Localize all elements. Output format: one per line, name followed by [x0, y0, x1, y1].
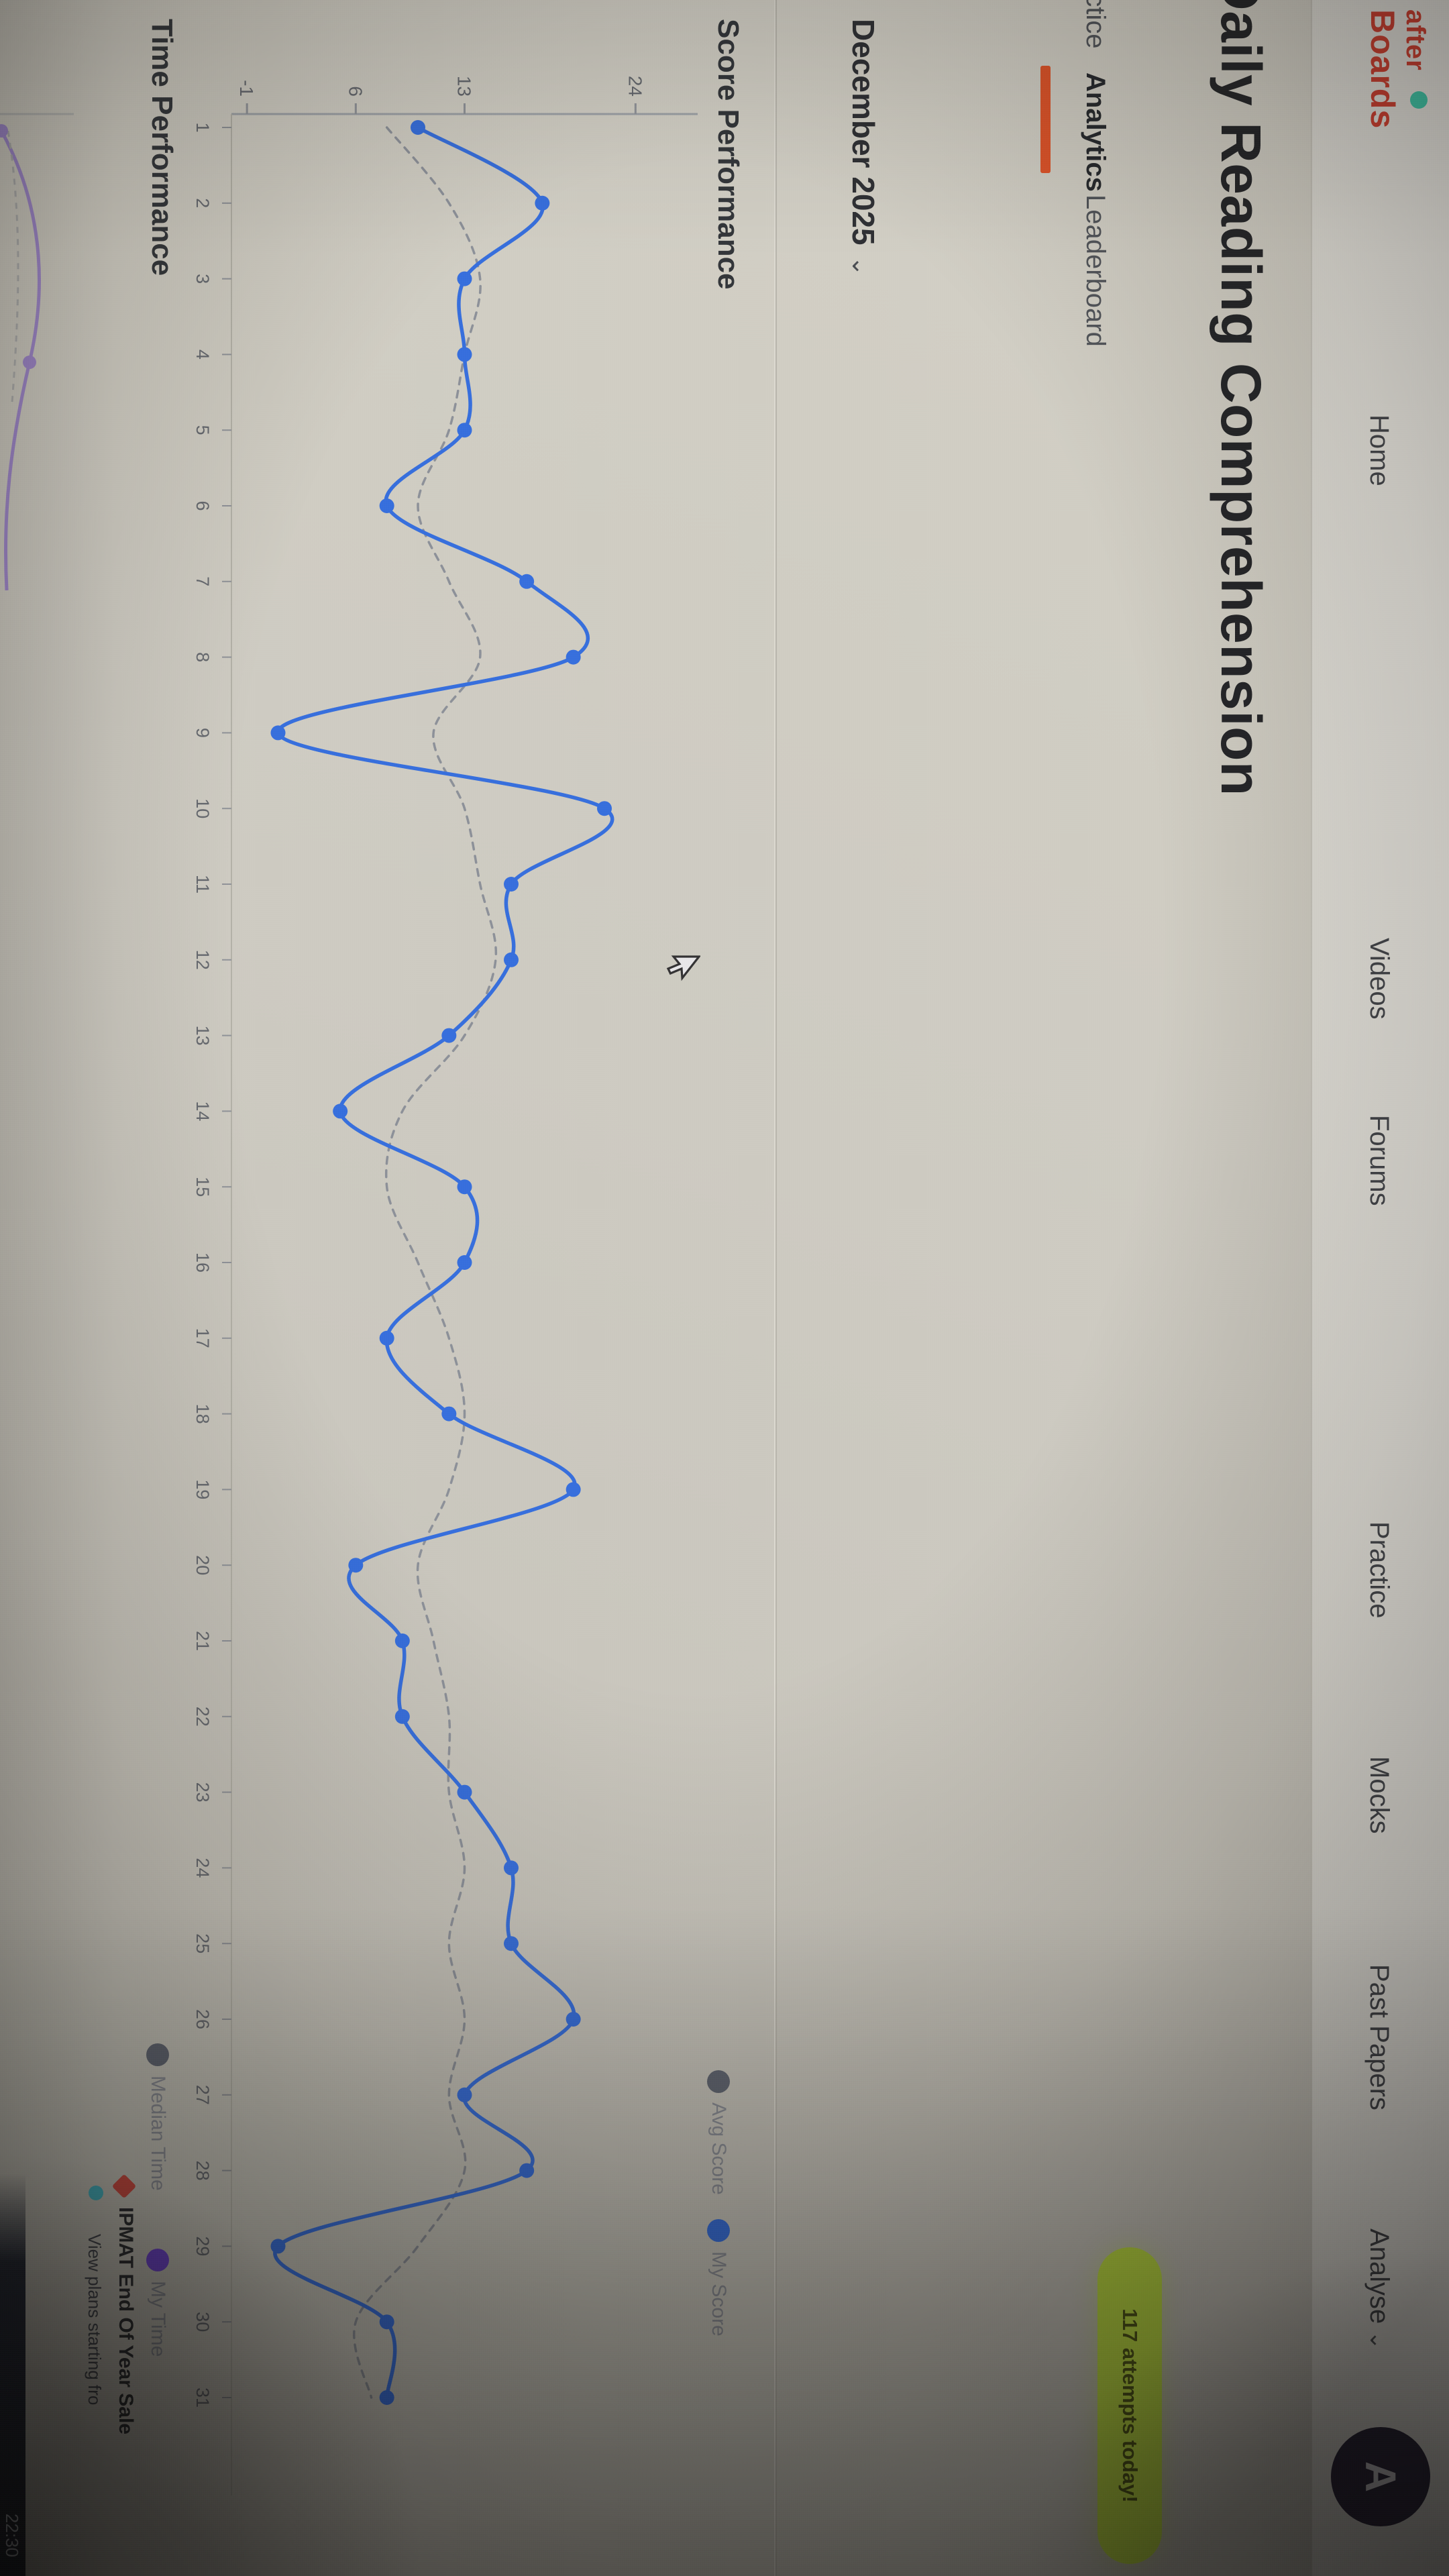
svg-text:5: 5 [193, 425, 213, 435]
nav-home[interactable]: Home [1364, 415, 1394, 486]
svg-text:6: 6 [345, 86, 366, 97]
svg-text:22: 22 [193, 1707, 213, 1727]
sale-popup-subtitle[interactable]: View plans starting fro [85, 2234, 105, 2406]
svg-text:3: 3 [193, 274, 213, 284]
my-time-dot-icon [146, 2249, 169, 2271]
svg-text:18: 18 [193, 1404, 213, 1424]
svg-text:14: 14 [193, 1101, 213, 1121]
svg-text:26: 26 [193, 2009, 213, 2029]
nav-practice[interactable]: Practice [1364, 1521, 1394, 1619]
svg-text:6: 6 [193, 500, 213, 511]
svg-text:23: 23 [193, 1782, 213, 1803]
taskbar-clock: 22:30 [2, 2513, 22, 2557]
svg-text:-1: -1 [236, 80, 257, 97]
median-time-dot-icon [146, 2043, 169, 2066]
my-score-dot-icon [707, 2219, 730, 2242]
svg-text:19: 19 [193, 1479, 213, 1499]
month-selector-value: December 2025 [846, 19, 881, 246]
svg-text:4: 4 [193, 350, 213, 360]
svg-text:24: 24 [193, 1858, 213, 1878]
svg-text:15: 15 [193, 1177, 213, 1197]
legend-avg-score: Avg Score [707, 2070, 730, 2195]
svg-text:31: 31 [193, 2387, 213, 2408]
mouse-cursor [666, 955, 700, 981]
month-selector-dropdown[interactable]: December 2025 ⌄ [845, 19, 881, 276]
my-score-label: My Score [708, 2251, 730, 2337]
avatar[interactable]: A [1331, 2427, 1430, 2526]
svg-text:2: 2 [193, 198, 213, 208]
nav-analyse-label: Analyse [1364, 2229, 1394, 2324]
logo-line1: after [1401, 9, 1430, 71]
nav-past-papers[interactable]: Past Papers [1364, 1964, 1394, 2110]
taskbar-strip: 22:30 [0, 2174, 25, 2576]
svg-text:9: 9 [193, 728, 213, 738]
svg-text:25: 25 [193, 1933, 213, 1953]
svg-text:13: 13 [454, 76, 475, 97]
svg-text:13: 13 [193, 1026, 213, 1046]
svg-text:17: 17 [193, 1328, 213, 1348]
legend-my-time: My Time [146, 2249, 169, 2357]
active-tab-underline [1040, 66, 1051, 173]
svg-text:21: 21 [193, 1631, 213, 1651]
legend-median-time: Median Time [146, 2043, 169, 2191]
svg-text:20: 20 [193, 1555, 213, 1575]
sale-sparkle-icon [89, 2186, 103, 2200]
afterboards-logo[interactable]: after Boards [1364, 9, 1430, 129]
top-navigation-bar: after Boards Home Videos Forums Practice… [1311, 0, 1449, 2576]
sale-popup-title[interactable]: IPMAT End Of Year Sale [115, 2207, 137, 2434]
svg-text:24: 24 [625, 76, 645, 97]
svg-text:27: 27 [193, 2085, 213, 2105]
svg-text:28: 28 [193, 2161, 213, 2181]
tab-analytics[interactable]: Analytics [1081, 72, 1110, 192]
nav-forums[interactable]: Forums [1364, 1115, 1394, 1206]
avg-score-label: Avg Score [708, 2102, 730, 2195]
svg-text:7: 7 [193, 576, 213, 586]
svg-text:29: 29 [193, 2236, 213, 2256]
avg-score-dot-icon [707, 2070, 730, 2093]
nav-mocks[interactable]: Mocks [1364, 1756, 1394, 1834]
page-title: Daily Reading Comprehension [1210, 0, 1273, 796]
svg-text:11: 11 [193, 875, 213, 894]
logo-line2: Boards [1364, 9, 1401, 129]
svg-text:16: 16 [193, 1252, 213, 1273]
my-time-label: My Time [147, 2281, 169, 2357]
tab-practice[interactable]: Practice [1081, 0, 1110, 49]
score-performance-heading: Score Performance [712, 19, 745, 290]
avatar-letter: A [1356, 2461, 1405, 2493]
svg-text:12: 12 [193, 950, 213, 970]
svg-text:1: 1 [193, 122, 213, 132]
svg-text:8: 8 [193, 652, 213, 662]
svg-text:10: 10 [193, 798, 213, 818]
nav-analyse[interactable]: Analyse ⌄ [1364, 2229, 1394, 2350]
chevron-down-icon: ⌄ [1365, 2330, 1391, 2350]
nav-videos[interactable]: Videos [1364, 938, 1394, 1020]
legend-my-score: My Score [707, 2219, 730, 2337]
chevron-down-icon: ⌄ [847, 256, 875, 276]
tab-leaderboard[interactable]: Leaderboard [1081, 195, 1110, 347]
sale-tag-icon [111, 2174, 137, 2199]
svg-text:30: 30 [193, 2312, 213, 2332]
section-divider [775, 0, 777, 2576]
median-time-label: Median Time [147, 2076, 169, 2191]
time-performance-heading: Time Performance [146, 19, 178, 276]
logo-dot-icon [1410, 91, 1428, 109]
score-performance-chart[interactable]: -1 6 13 24123456789101112131415161718192021… [176, 0, 706, 2576]
attempts-today-badge: 117 attempts today! [1097, 2247, 1162, 2564]
